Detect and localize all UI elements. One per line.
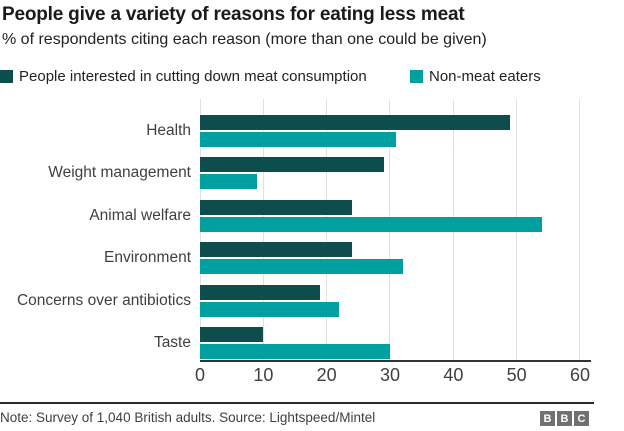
bar-animal-welfare-non-meat-eaters: [200, 216, 542, 232]
footer-divider: [0, 402, 594, 404]
tick-label-40: 40: [443, 365, 464, 385]
bbc-logo-block-c: C: [574, 411, 589, 426]
bbc-logo: B B C: [540, 411, 589, 426]
bar-health-people-interested-in: [200, 115, 511, 130]
legend-label-cutting-down: People interested in cutting down meat c…: [19, 68, 367, 85]
tick-label-10: 10: [253, 365, 274, 385]
category-label-weight-management: Weight management: [48, 164, 191, 182]
tick-label-60: 60: [569, 365, 590, 385]
category-label-health: Health: [146, 122, 191, 139]
bar-health-non-meat-eaters: [200, 132, 397, 147]
tick-label-50: 50: [506, 365, 527, 385]
bar-weight-management-non-meat-eaters: [200, 174, 257, 190]
bar-environment-non-meat-eaters: [200, 259, 403, 275]
x-axis-line: [200, 360, 591, 362]
bar-taste-non-meat-eaters: [200, 344, 390, 359]
chart-title: People give a variety of reasons for eat…: [2, 4, 465, 25]
source-note: Note: Survey of 1,040 British adults. So…: [0, 410, 376, 425]
gridline-60: [579, 99, 581, 360]
legend-item-cutting-down: People interested in cutting down meat c…: [0, 68, 367, 85]
legend-item-non-meat-eaters: Non-meat eaters: [410, 68, 541, 85]
legend-swatch-light-teal: [410, 70, 423, 83]
category-label-environment: Environment: [103, 249, 191, 267]
bar-weight-management-people-interested-in: [200, 157, 384, 173]
bar-concerns-over-antibiotics-people-interested-in: [200, 284, 321, 300]
category-label-taste: Taste: [153, 334, 191, 351]
legend-label-non-meat-eaters: Non-meat eaters: [429, 68, 541, 85]
category-label-animal-welfare: Animal welfare: [89, 206, 191, 224]
category-label-concerns-over-antibiotics: Concerns over antibiotics: [16, 291, 191, 309]
tick-label-30: 30: [379, 365, 400, 385]
bbc-logo-block-b1: B: [540, 411, 555, 426]
bar-taste-people-interested-in: [200, 327, 264, 342]
bar-concerns-over-antibiotics-non-meat-eaters: [200, 301, 340, 317]
chart-subtitle: % of respondents citing each reason (mor…: [2, 31, 487, 48]
bar-animal-welfare-people-interested-in: [200, 199, 352, 215]
bbc-logo-block-b2: B: [557, 411, 572, 426]
tick-label-0: 0: [194, 365, 205, 385]
bar-environment-people-interested-in: [200, 242, 352, 258]
tick-label-20: 20: [316, 365, 337, 385]
legend-swatch-dark-teal: [0, 70, 13, 83]
